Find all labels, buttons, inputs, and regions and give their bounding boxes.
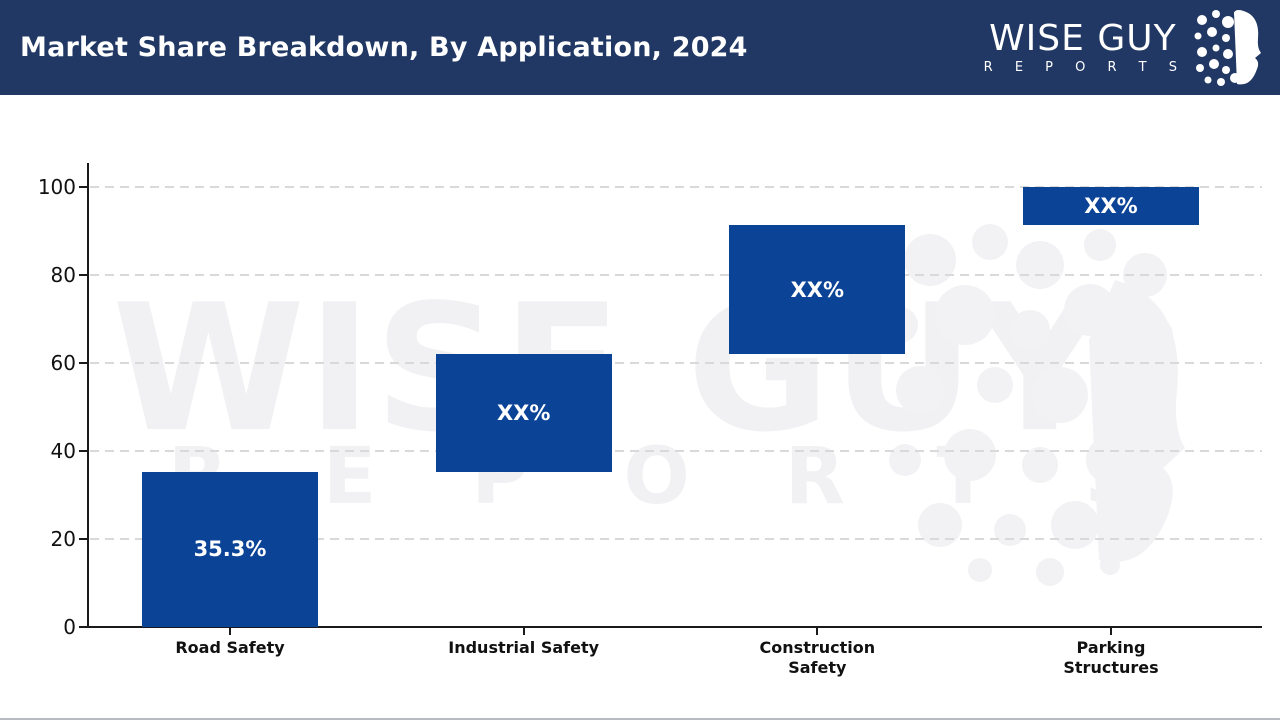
y-tick-label: 60 bbox=[50, 351, 76, 375]
category-label: Parking Structures bbox=[1063, 638, 1159, 677]
logo-head-icon bbox=[1194, 9, 1261, 86]
bar-segment: XX% bbox=[435, 354, 612, 472]
x-axis-line bbox=[87, 626, 1262, 628]
logo-wordmark: WISE GUY bbox=[989, 18, 1177, 59]
y-tick-mark bbox=[79, 274, 87, 276]
bar-value-label: XX% bbox=[496, 400, 551, 425]
logo-subtext: R E P O R T S bbox=[983, 60, 1186, 75]
y-tick-mark bbox=[79, 450, 87, 452]
brand-logo: WISE GUY R E P O R T S bbox=[980, 6, 1266, 90]
y-tick-label: 100 bbox=[37, 175, 76, 199]
bar-segment: 35.3% bbox=[142, 471, 318, 627]
y-tick-mark bbox=[79, 186, 87, 188]
x-tick-mark bbox=[816, 628, 819, 635]
bar-segment: XX% bbox=[1023, 187, 1199, 226]
gridline bbox=[90, 274, 1262, 276]
y-tick-label: 80 bbox=[50, 263, 76, 287]
chart-title: Market Share Breakdown, By Application, … bbox=[20, 32, 748, 63]
gridline bbox=[90, 450, 1262, 452]
category-label: Construction Safety bbox=[759, 638, 876, 677]
x-tick-mark bbox=[522, 628, 525, 635]
y-tick-label: 40 bbox=[50, 439, 76, 463]
bar-value-label: XX% bbox=[1084, 194, 1138, 219]
gridline bbox=[90, 186, 1262, 188]
bar-value-label: 35.3% bbox=[193, 537, 267, 562]
y-tick-label: 0 bbox=[63, 615, 76, 639]
category-label: Industrial Safety bbox=[448, 638, 600, 657]
y-tick-mark bbox=[79, 362, 87, 364]
y-tick-mark bbox=[79, 626, 87, 628]
x-tick-mark bbox=[1110, 628, 1112, 635]
y-axis-line bbox=[87, 163, 89, 628]
bar-value-label: XX% bbox=[790, 277, 845, 302]
gridline bbox=[90, 538, 1262, 540]
category-label: Road Safety bbox=[175, 638, 285, 657]
header: Market Share Breakdown, By Application, … bbox=[0, 0, 1280, 95]
y-tick-mark bbox=[79, 538, 87, 540]
x-tick-mark bbox=[229, 628, 231, 635]
y-tick-label: 20 bbox=[50, 527, 76, 551]
gridline bbox=[90, 362, 1262, 364]
bar-segment: XX% bbox=[729, 225, 906, 355]
